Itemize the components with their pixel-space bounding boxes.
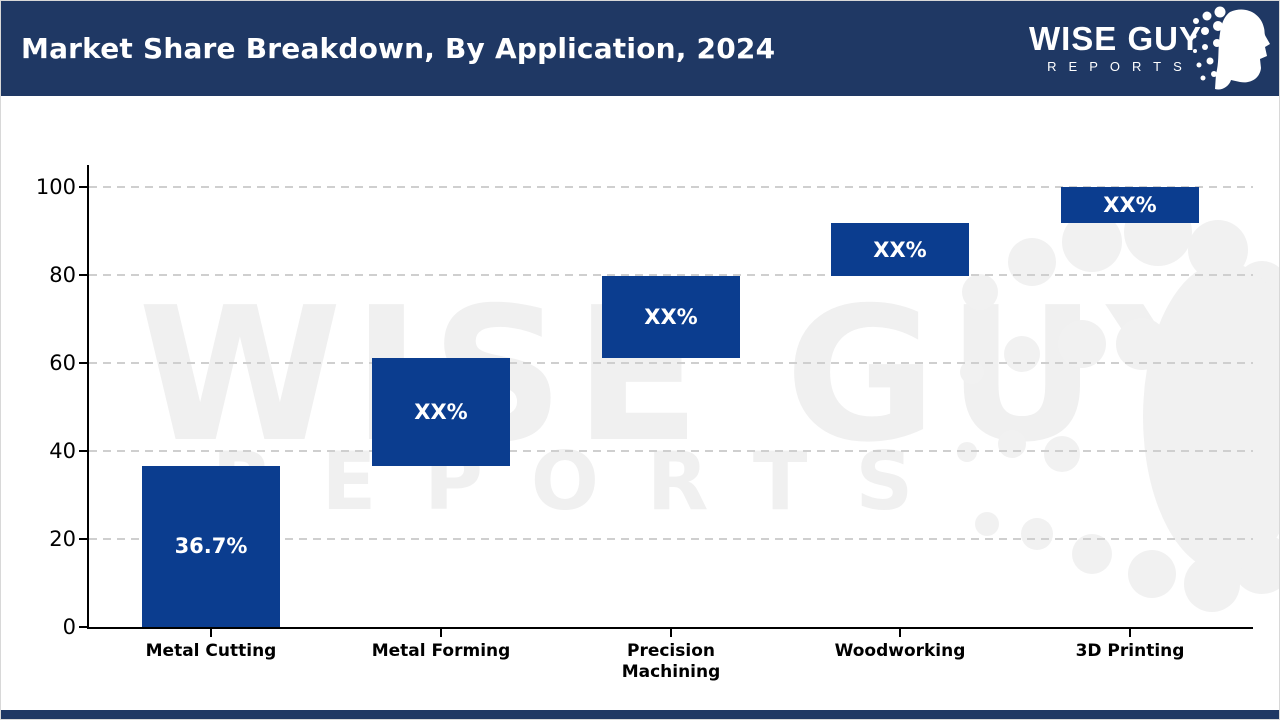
y-tick-label-80: 80 <box>49 263 76 287</box>
y-tick-60 <box>79 362 87 364</box>
footer-bar <box>0 710 1280 720</box>
x-tick-3d-printing <box>1129 629 1131 637</box>
bar-value-label-woodworking: XX% <box>873 237 927 262</box>
x-tick-precision-machining <box>670 629 672 637</box>
y-tick-100 <box>79 186 87 188</box>
x-axis-line <box>87 627 1253 629</box>
watermark-subtitle: REPORTS <box>212 435 962 528</box>
bar-precision-machining <box>602 276 740 358</box>
logo-subtitle: REPORTS <box>1047 59 1194 74</box>
y-tick-label-20: 20 <box>49 527 76 551</box>
x-tick-woodworking <box>899 629 901 637</box>
gridline-60 <box>89 362 1253 364</box>
header: Market Share Breakdown, By Application, … <box>0 0 1280 96</box>
logo-wordmark: WISE GUY <box>1028 20 1202 57</box>
wise-guy-logo: WISE GUY REPORTS <box>1029 5 1280 91</box>
x-tick-metal-forming <box>440 629 442 637</box>
bar-value-label-precision-machining: XX% <box>644 305 698 330</box>
x-axis-label-3d-printing: 3D Printing <box>1075 641 1185 661</box>
y-tick-80 <box>79 274 87 276</box>
watermark-head-icon <box>957 198 1280 612</box>
y-tick-label-60: 60 <box>49 351 76 375</box>
gridline-80 <box>89 274 1253 276</box>
bar-value-label-metal-cutting: 36.7% <box>174 534 248 559</box>
y-tick-label-0: 0 <box>62 615 76 639</box>
x-axis-label-precision-machining: Precision Machining <box>621 641 721 683</box>
bar-value-label-3d-printing: XX% <box>1103 193 1157 218</box>
page-title: Market Share Breakdown, By Application, … <box>21 31 776 65</box>
bar-value-label-metal-forming: XX% <box>414 399 468 424</box>
x-axis-label-metal-forming: Metal Forming <box>371 641 511 661</box>
gridline-20 <box>89 538 1253 540</box>
bar-metal-forming <box>372 357 510 466</box>
y-tick-label-100: 100 <box>35 175 76 199</box>
bar-metal-cutting <box>142 465 280 627</box>
x-tick-metal-cutting <box>210 629 212 637</box>
y-tick-20 <box>79 538 87 540</box>
bar-woodworking <box>831 223 969 277</box>
logo-text: WISE GUY REPORTS <box>1029 22 1202 74</box>
y-axis-line <box>87 165 89 629</box>
bar-3d-printing <box>1061 187 1199 224</box>
y-tick-0 <box>79 626 87 628</box>
wise-guy-head-icon <box>1191 6 1270 90</box>
x-axis-label-woodworking: Woodworking <box>834 641 966 661</box>
y-tick-40 <box>79 450 87 452</box>
gridline-100 <box>89 186 1253 188</box>
x-axis-label-metal-cutting: Metal Cutting <box>145 641 277 661</box>
y-tick-label-40: 40 <box>49 439 76 463</box>
gridline-40 <box>89 450 1253 452</box>
